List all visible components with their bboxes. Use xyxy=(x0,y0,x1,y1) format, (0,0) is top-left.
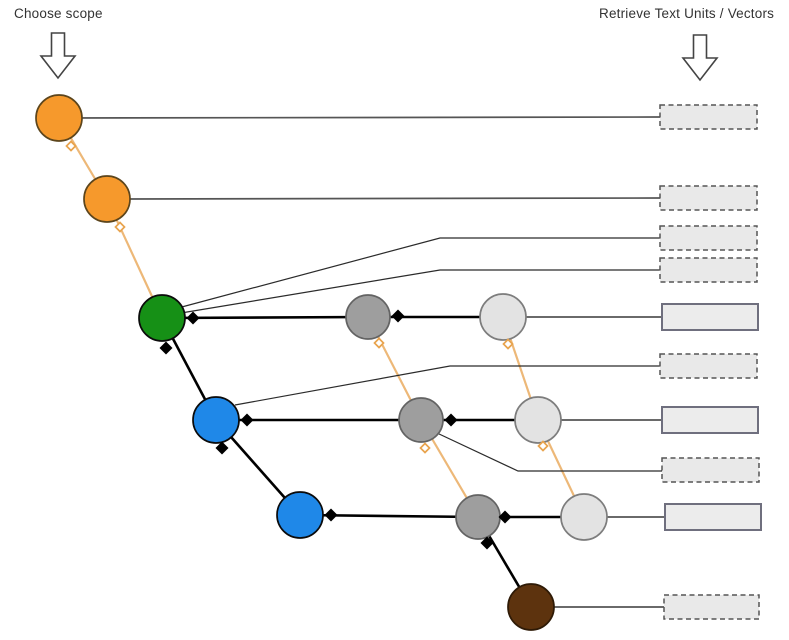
retrieval-line-bent xyxy=(177,237,660,309)
edge-diamond-icon xyxy=(215,441,229,455)
node-brown xyxy=(507,583,555,631)
drilldown-diamond-icon xyxy=(373,337,385,349)
node-orange-2 xyxy=(83,175,131,223)
edge-diamond-icon xyxy=(240,413,254,427)
retrieval-line-bent xyxy=(234,365,660,406)
choose-scope-arrow-down-icon xyxy=(39,32,77,80)
node-lightgray-2 xyxy=(514,396,562,444)
node-blue-2 xyxy=(276,491,324,539)
text-unit-4 xyxy=(659,257,758,283)
retrieval-line xyxy=(58,116,661,119)
drilldown-diamond-icon xyxy=(537,440,549,452)
node-gray-3 xyxy=(455,494,501,540)
text-unit-9 xyxy=(664,503,762,531)
edge-diamond-icon xyxy=(186,311,200,325)
retrieval-line-bent xyxy=(436,432,662,472)
text-unit-8 xyxy=(661,457,760,483)
text-unit-7 xyxy=(661,406,759,434)
edge-diamond-icon xyxy=(498,510,512,524)
retrieve-text-units-label: Retrieve Text Units / Vectors xyxy=(599,6,775,21)
node-gray-1 xyxy=(345,294,391,340)
edge-diamond-icon xyxy=(444,413,458,427)
choose-scope-label: Choose scope xyxy=(14,6,103,21)
drilldown-diamond-icon xyxy=(114,221,126,233)
drilldown-diamond-icon xyxy=(419,442,431,454)
node-lightgray-3 xyxy=(560,493,608,541)
text-unit-6 xyxy=(659,353,758,379)
text-unit-10 xyxy=(663,594,760,620)
edge-diamond-icon xyxy=(159,341,173,355)
text-unit-2 xyxy=(659,185,758,211)
node-gray-2 xyxy=(398,397,444,443)
text-unit-3 xyxy=(659,225,758,251)
node-lightgray-1 xyxy=(479,293,527,341)
retrieval-line-bent xyxy=(180,269,660,314)
node-green xyxy=(138,294,186,342)
edge-diamond-icon xyxy=(480,536,494,550)
retrieve-arrow-down-icon xyxy=(681,34,719,82)
edge-diamond-icon xyxy=(391,309,405,323)
node-orange-root xyxy=(35,94,83,142)
drilldown-diamond-icon xyxy=(502,338,514,350)
text-unit-1 xyxy=(659,104,758,130)
drilldown-diamond-icon xyxy=(65,140,77,152)
node-blue-1 xyxy=(192,396,240,444)
text-unit-5 xyxy=(661,303,759,331)
retrieval-line xyxy=(106,197,661,200)
edge-diamond-icon xyxy=(324,508,338,522)
